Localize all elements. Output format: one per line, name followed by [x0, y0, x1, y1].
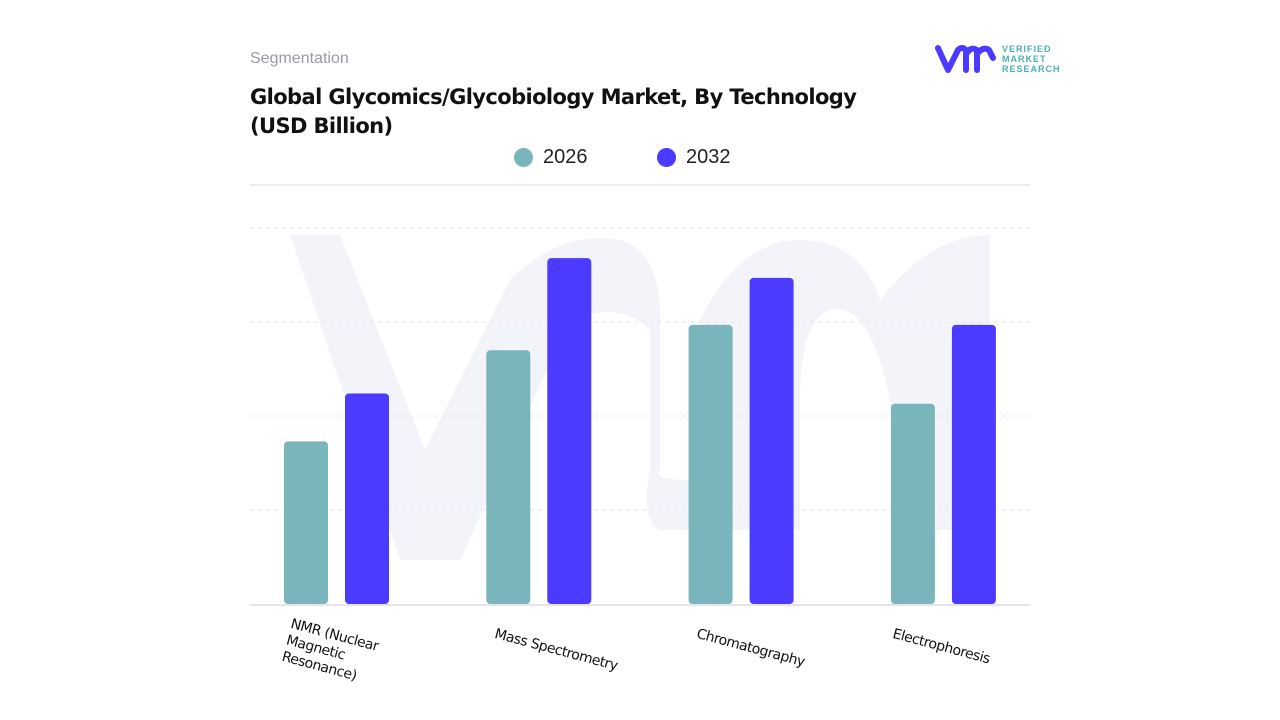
chart-title: Global Glycomics/Glycobiology Market, By… [250, 85, 857, 138]
logo-text: VERIFIED MARKET RESEARCH [1002, 44, 1061, 74]
logo-line: VERIFIED [1002, 44, 1052, 54]
legend: 2026 2032 [0, 146, 1280, 170]
legend-label: 2026 [543, 146, 588, 168]
segment-label: Segmentation [250, 50, 349, 67]
legend-label: 2032 [686, 146, 731, 168]
bar-2032[interactable] [749, 277, 794, 604]
bar-2026[interactable] [890, 403, 935, 604]
bar-2032[interactable] [547, 258, 592, 604]
legend-item-2032[interactable]: 2032 [657, 146, 731, 169]
watermark [290, 235, 990, 560]
vmr-logo-icon [935, 45, 996, 73]
bar-2026[interactable] [284, 441, 328, 604]
bar-2026[interactable] [486, 350, 531, 604]
bar-2032[interactable] [951, 324, 996, 604]
legend-swatch-2032 [657, 148, 676, 167]
logo-line: RESEARCH [1002, 64, 1061, 74]
legend-swatch-2026 [514, 148, 533, 167]
bar-2026[interactable] [688, 324, 733, 604]
logo-line: MARKET [1002, 54, 1047, 64]
bar-2032[interactable] [345, 393, 389, 604]
legend-item-2026[interactable]: 2026 [514, 146, 588, 169]
